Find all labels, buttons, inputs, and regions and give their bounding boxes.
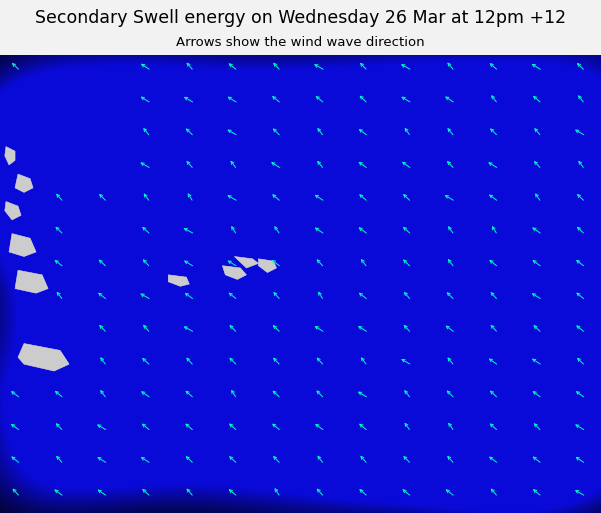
Polygon shape [168,275,189,286]
Polygon shape [18,344,69,371]
Polygon shape [222,266,246,280]
Text: Secondary Swell energy on Wednesday 26 Mar at 12pm +12: Secondary Swell energy on Wednesday 26 M… [35,9,566,27]
Polygon shape [234,256,258,268]
Polygon shape [5,147,15,165]
Polygon shape [5,202,21,220]
Polygon shape [15,174,33,192]
Polygon shape [9,233,36,256]
Text: Arrows show the wind wave direction: Arrows show the wind wave direction [176,36,425,49]
Polygon shape [15,270,48,293]
Polygon shape [258,259,276,272]
